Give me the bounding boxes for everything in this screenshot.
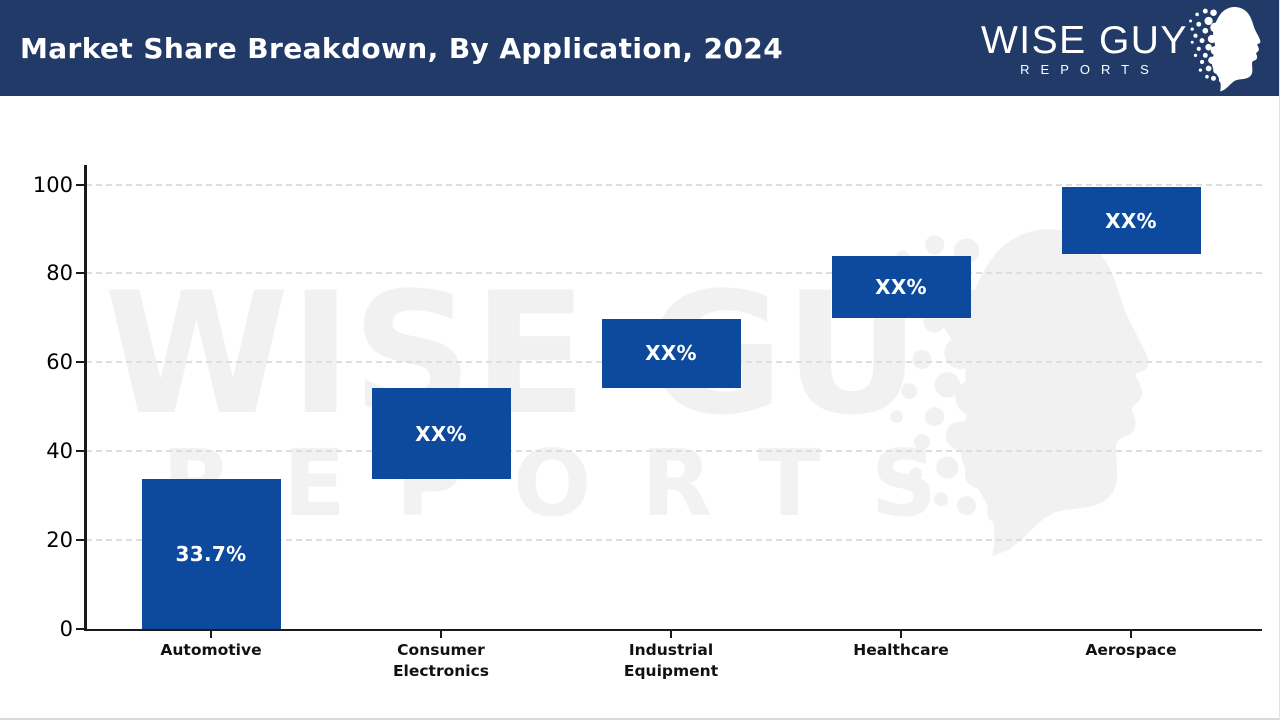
- x-category-label: Aerospace: [1085, 641, 1177, 659]
- y-axis-line: [84, 165, 87, 631]
- y-tick-label: 20: [46, 528, 73, 553]
- y-tick-mark: [76, 628, 84, 630]
- gridline: [86, 272, 1262, 275]
- x-tick-mark: [900, 631, 902, 638]
- x-category-label: Industrial Equipment: [623, 641, 719, 680]
- gridline: [86, 183, 1262, 186]
- header: Market Share Breakdown, By Application, …: [0, 0, 1279, 96]
- wiseguy-head-icon: [1189, 7, 1261, 92]
- bar-value-label: XX%: [875, 274, 927, 299]
- y-tick-mark: [76, 272, 84, 275]
- x-tick-mark: [440, 631, 442, 638]
- gridline: [86, 539, 1262, 542]
- y-tick-label: 0: [59, 617, 73, 641]
- x-tick-mark: [670, 631, 672, 638]
- waterfall-bar: XX%: [371, 388, 511, 480]
- waterfall-bar: XX%: [831, 255, 971, 318]
- y-tick-label: 80: [46, 261, 73, 286]
- y-tick-mark: [76, 450, 84, 453]
- x-tick-mark: [1130, 631, 1132, 638]
- x-category-label: Consumer Electronics: [392, 641, 490, 680]
- chart-title: Market Share Breakdown, By Application, …: [20, 31, 784, 65]
- y-tick-mark: [76, 361, 84, 364]
- gridline: [86, 450, 1262, 453]
- x-category-label: Automotive: [160, 641, 262, 659]
- y-tick-label: 100: [32, 172, 73, 197]
- x-tick-mark: [210, 631, 212, 638]
- y-tick-label: 40: [46, 439, 73, 464]
- bar-value-label: XX%: [415, 421, 467, 446]
- bar-value-label: XX%: [1105, 208, 1157, 233]
- waterfall-bar: 33.7%: [141, 479, 281, 629]
- page-bottom-divider: [0, 718, 1279, 720]
- logo-wordmark-line1: WISE GUY: [980, 18, 1188, 62]
- logo-wordmark-line2: REPORTS: [1020, 61, 1160, 77]
- y-tick-mark: [76, 539, 84, 542]
- wiseguy-logo: WISE GUY REPORTS: [981, 2, 1266, 94]
- x-category-label: Healthcare: [853, 641, 949, 659]
- waterfall-bar: XX%: [1061, 187, 1201, 255]
- bar-value-label: XX%: [645, 341, 697, 366]
- bar-value-label: 33.7%: [175, 542, 247, 567]
- logo-wordmark: WISE GUY REPORTS: [981, 21, 1188, 76]
- waterfall-bar: XX%: [601, 318, 741, 389]
- y-tick-mark: [76, 183, 84, 186]
- y-tick-label: 60: [46, 350, 73, 375]
- x-axis-line: [84, 628, 1262, 631]
